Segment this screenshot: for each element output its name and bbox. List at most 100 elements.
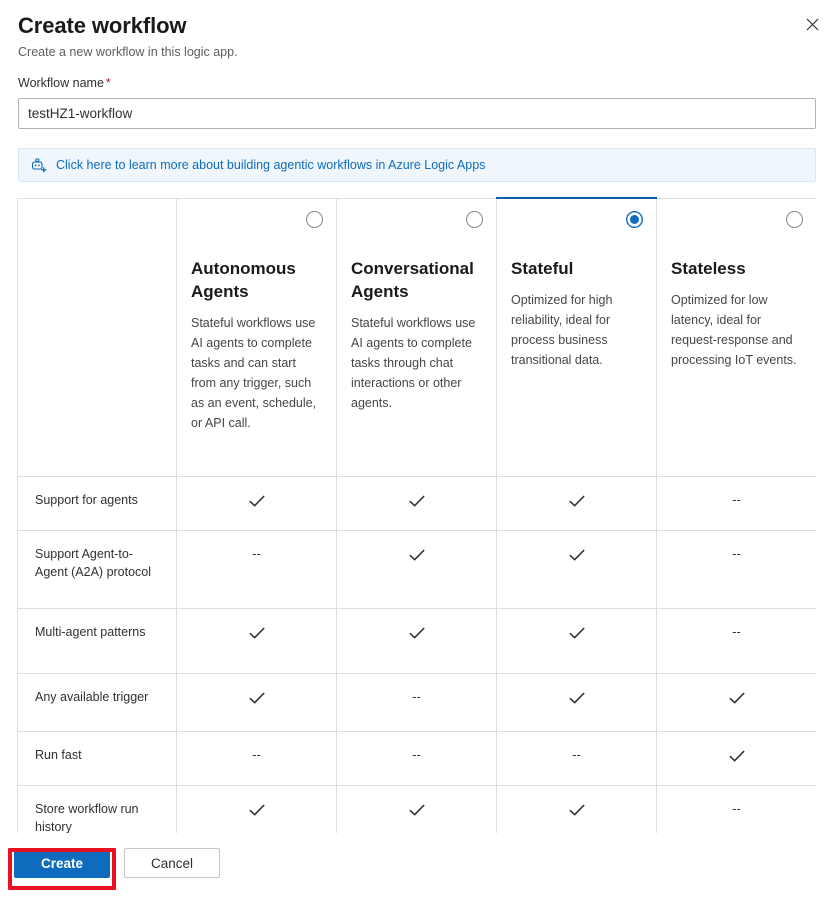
feature-value: [497, 786, 656, 834]
workflow-name-field-block: Workflow name *: [18, 74, 816, 129]
agentic-workflows-banner[interactable]: Click here to learn more about building …: [18, 148, 816, 182]
feature-value-cell: [176, 475, 337, 531]
check-icon: [247, 623, 267, 647]
feature-label-cell: Support Agent-to-Agent (A2A) protocol: [17, 529, 177, 609]
check-icon: [247, 800, 267, 824]
feature-label: Any available trigger: [35, 689, 149, 704]
not-supported-marker: --: [572, 746, 581, 762]
not-supported-marker: --: [732, 545, 741, 561]
feature-label-cell: Run fast: [17, 730, 177, 786]
radio-stateful[interactable]: [626, 211, 643, 228]
check-icon: [727, 688, 747, 712]
option-card-stateful[interactable]: Stateful Optimized for high reliability,…: [496, 197, 657, 477]
check-icon: [247, 688, 267, 712]
feature-value: [497, 674, 656, 727]
card-title: Stateful: [511, 259, 574, 278]
option-card-stateless[interactable]: Stateless Optimized for low latency, ide…: [656, 197, 816, 477]
feature-value-cell: [656, 672, 816, 732]
feature-value: [337, 609, 496, 662]
card-description: Stateful workflows use AI agents to comp…: [191, 315, 317, 430]
radio-autonomous-agents[interactable]: [306, 210, 323, 228]
option-card-autonomous-agents[interactable]: Autonomous Agents Stateful workflows use…: [176, 197, 337, 477]
feature-value-cell: --: [336, 672, 497, 732]
table-row: Run fast -- -- --: [17, 730, 816, 786]
required-asterisk: *: [105, 76, 111, 90]
workflow-type-comparison: Autonomous Agents Stateful workflows use…: [17, 197, 816, 833]
feature-value: --: [657, 531, 816, 577]
not-supported-marker: --: [252, 746, 261, 762]
close-button[interactable]: [796, 8, 828, 40]
feature-label-cell: Any available trigger: [17, 672, 177, 732]
feature-value: [177, 609, 336, 662]
workflow-name-label: Workflow name *: [18, 75, 111, 92]
card-description: Optimized for low latency, ideal for req…: [671, 292, 797, 367]
option-card-conversational-agents[interactable]: Conversational Agents Stateful workflows…: [336, 197, 497, 477]
cancel-button[interactable]: Cancel: [124, 848, 220, 878]
page-subtitle: Create a new workflow in this logic app.: [18, 45, 238, 59]
card-description: Stateful workflows use AI agents to comp…: [351, 315, 476, 410]
not-supported-marker: --: [252, 545, 261, 561]
feature-value-cell: [336, 475, 497, 531]
agent-add-icon: [29, 156, 47, 174]
not-supported-marker: --: [732, 800, 741, 816]
feature-value-cell: [496, 672, 657, 732]
panel-header: Create workflow Create a new workflow in…: [0, 0, 834, 61]
feature-value: [337, 477, 496, 530]
feature-value-cell: [336, 529, 497, 609]
not-supported-marker: --: [412, 746, 421, 762]
feature-value-cell: --: [176, 529, 337, 609]
not-supported-marker: --: [732, 623, 741, 639]
check-icon: [407, 545, 427, 569]
feature-label: Multi-agent patterns: [35, 624, 146, 639]
check-icon: [407, 800, 427, 824]
feature-value: [657, 674, 816, 727]
feature-value: --: [177, 732, 336, 778]
check-icon: [567, 491, 587, 515]
feature-value: --: [657, 477, 816, 523]
feature-value: --: [657, 786, 816, 832]
feature-value-cell: [336, 607, 497, 674]
card-title: Conversational Agents: [351, 258, 474, 301]
feature-value: --: [177, 531, 336, 577]
feature-label: Run fast: [35, 747, 82, 762]
table-row: Support for agents --: [17, 475, 816, 531]
table-row: Any available trigger --: [17, 672, 816, 732]
workflow-name-input[interactable]: [18, 98, 816, 129]
feature-label: Support for agents: [35, 492, 138, 507]
feature-value-cell: [496, 784, 657, 834]
radio-stateless[interactable]: [786, 210, 803, 228]
not-supported-marker: --: [732, 491, 741, 507]
check-icon: [567, 688, 587, 712]
feature-value-cell: --: [656, 607, 816, 674]
feature-label: Support Agent-to-Agent (A2A) protocol: [35, 546, 152, 579]
radio-conversational-agents[interactable]: [466, 210, 483, 228]
page-title: Create workflow: [18, 13, 187, 38]
feature-value-cell: [176, 672, 337, 732]
check-icon: [567, 800, 587, 824]
feature-label: Store workflow run history: [35, 801, 139, 834]
check-icon: [407, 623, 427, 647]
feature-value: [497, 477, 656, 530]
banner-label: Click here to learn more about building …: [56, 157, 486, 172]
feature-label-cell: Multi-agent patterns: [17, 607, 177, 674]
feature-value: --: [337, 674, 496, 720]
feature-label-cell: Support for agents: [17, 475, 177, 531]
table-row: Multi-agent patterns --: [17, 607, 816, 674]
feature-value: [177, 477, 336, 530]
feature-value-cell: [496, 529, 657, 609]
feature-value-cell: --: [656, 529, 816, 609]
feature-value-cell: [496, 607, 657, 674]
check-icon: [567, 545, 587, 569]
feature-value: [497, 609, 656, 662]
table-corner-cell: [17, 197, 177, 477]
create-button[interactable]: Create: [14, 848, 110, 878]
feature-value: [177, 674, 336, 727]
feature-value-cell: [176, 784, 337, 833]
feature-value: [497, 531, 656, 584]
feature-value-cell: [656, 730, 816, 786]
card-description: Optimized for high reliability, ideal fo…: [511, 293, 613, 367]
feature-label-cell: Store workflow run history: [17, 784, 177, 834]
not-supported-marker: --: [412, 688, 421, 704]
feature-value: --: [657, 609, 816, 655]
